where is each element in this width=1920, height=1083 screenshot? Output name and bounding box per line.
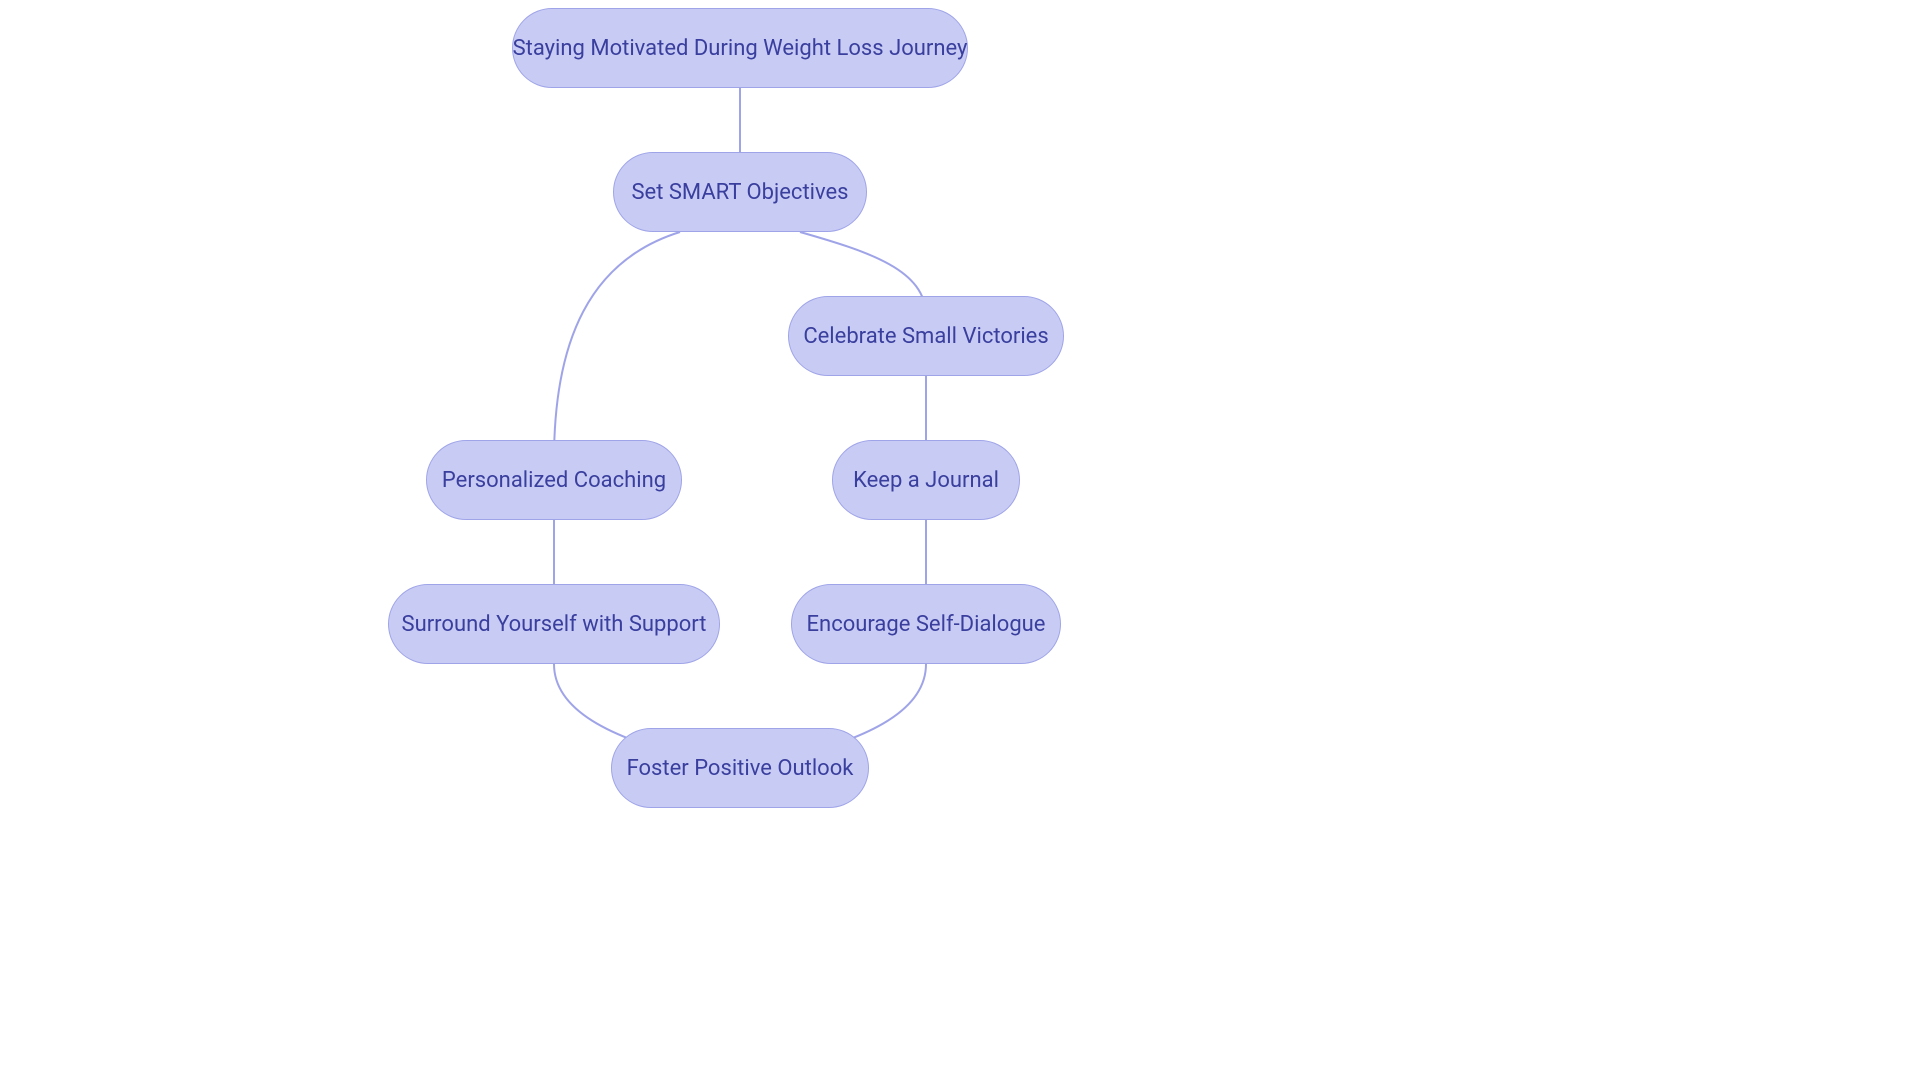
flowchart-node: Foster Positive Outlook <box>611 728 869 808</box>
node-label: Encourage Self-Dialogue <box>807 612 1046 637</box>
flowchart-container: Staying Motivated During Weight Loss Jou… <box>0 0 1920 1083</box>
flowchart-node: Encourage Self-Dialogue <box>791 584 1061 664</box>
node-label: Foster Positive Outlook <box>627 756 854 781</box>
flowchart-edges <box>0 0 1920 1083</box>
flowchart-node: Set SMART Objectives <box>613 152 867 232</box>
flowchart-node: Keep a Journal <box>832 440 1020 520</box>
node-label: Keep a Journal <box>853 468 999 493</box>
flowchart-node: Personalized Coaching <box>426 440 682 520</box>
node-label: Staying Motivated During Weight Loss Jou… <box>513 36 968 61</box>
flowchart-node: Surround Yourself with Support <box>388 584 720 664</box>
node-label: Personalized Coaching <box>442 468 666 493</box>
flowchart-node: Celebrate Small Victories <box>788 296 1064 376</box>
node-label: Surround Yourself with Support <box>402 612 707 637</box>
node-label: Celebrate Small Victories <box>803 324 1048 349</box>
node-label: Set SMART Objectives <box>631 180 848 205</box>
flowchart-node: Staying Motivated During Weight Loss Jou… <box>512 8 968 88</box>
flowchart-edge <box>554 232 680 460</box>
